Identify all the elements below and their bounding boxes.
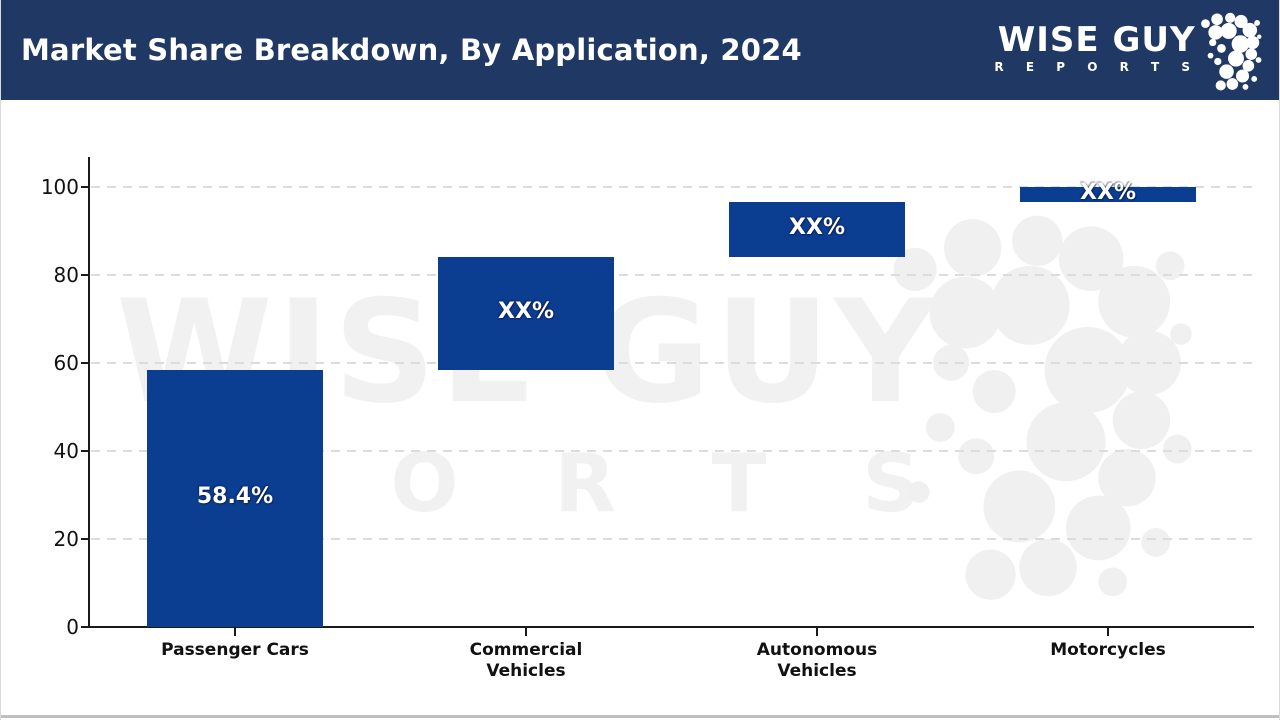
x-axis-tick	[1107, 628, 1109, 636]
x-category-label: Autonomous Vehicles	[756, 640, 878, 681]
bar-autonomous-vehicles	[729, 202, 905, 257]
x-axis-tick	[816, 628, 818, 636]
y-tick-label: 80	[53, 263, 79, 287]
brand-logo: WISE GUY R E P O R T S	[994, 8, 1267, 94]
y-axis-tick	[81, 186, 89, 188]
y-tick-label: 0	[66, 615, 79, 639]
brand-name: WISE GUY	[997, 20, 1196, 60]
gridline-y60	[91, 362, 1254, 364]
gridline-y20	[91, 538, 1254, 540]
bar-value-label: XX%	[498, 299, 554, 324]
bar-value-label: XX%	[1080, 180, 1136, 205]
y-tick-label: 60	[53, 351, 79, 375]
y-axis-tick	[81, 274, 89, 276]
y-tick-label: 40	[53, 439, 79, 463]
bar-motorcycles	[1020, 187, 1196, 202]
gridline-y100	[91, 186, 1254, 188]
x-axis-tick	[234, 628, 236, 636]
y-axis-tick	[81, 450, 89, 452]
y-tick-label: 100	[40, 175, 79, 199]
page-title: Market Share Breakdown, By Application, …	[21, 33, 802, 67]
bottom-border-rule	[1, 715, 1279, 718]
gridline-y80	[91, 274, 1254, 276]
watermark-dotted-head-icon	[859, 212, 1194, 607]
brand-logo-text: WISE GUY R E P O R T S	[994, 22, 1199, 74]
x-axis-tick	[525, 628, 527, 636]
brand-head-icon	[1189, 12, 1267, 92]
y-axis-line	[88, 157, 90, 628]
watermark-text-line2: P O R T S	[236, 437, 954, 530]
y-tick-label: 20	[53, 527, 79, 551]
bar-commercial-vehicles	[438, 257, 614, 370]
bar-passenger-cars	[147, 370, 323, 627]
x-category-label: Motorcycles	[1050, 640, 1166, 660]
bar-value-label: XX%	[789, 215, 845, 240]
brand-subname: R E P O R T S	[994, 60, 1199, 74]
x-axis-line	[88, 626, 1254, 628]
x-category-label: Passenger Cars	[161, 640, 309, 660]
y-axis-tick	[81, 362, 89, 364]
x-category-label: Commercial Vehicles	[469, 640, 583, 681]
gridline-y40	[91, 450, 1254, 452]
y-axis-tick	[81, 538, 89, 540]
bar-value-label: 58.4%	[196, 484, 274, 509]
header-bar: Market Share Breakdown, By Application, …	[1, 0, 1279, 100]
y-axis-tick	[81, 626, 89, 628]
